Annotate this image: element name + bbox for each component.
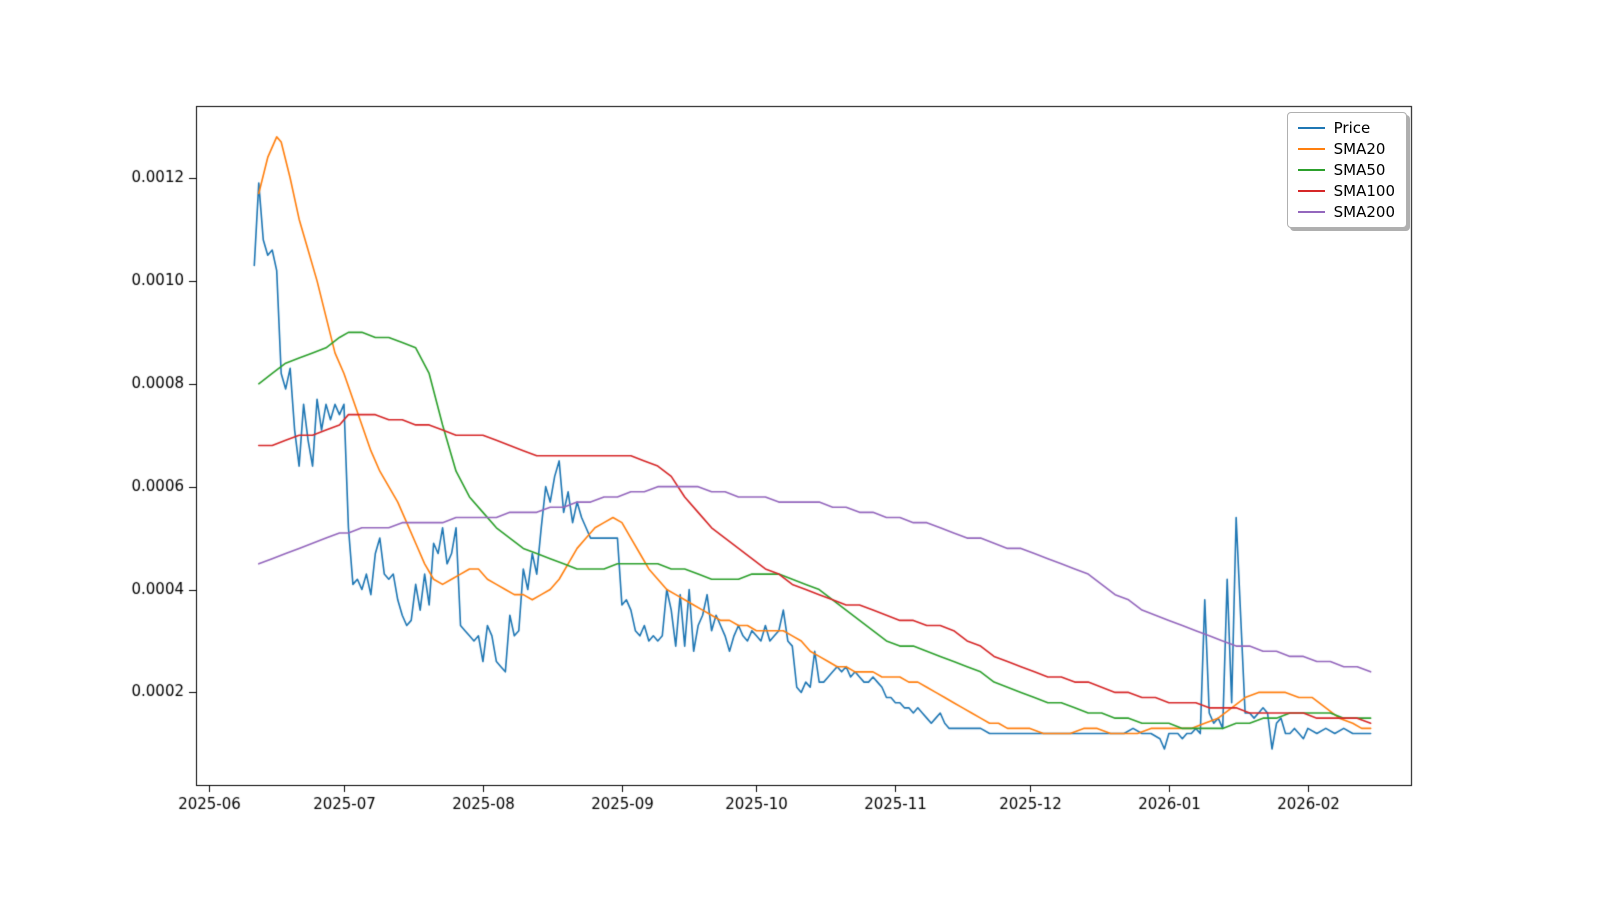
legend-label: SMA20: [1333, 140, 1386, 158]
legend-entry-sma100: SMA100: [1297, 182, 1395, 200]
legend-entry-sma200: SMA200: [1297, 203, 1395, 221]
legend-entry-price: Price: [1297, 119, 1395, 137]
legend-line-sample-icon: [1297, 169, 1325, 171]
legend-entry-sma20: SMA20: [1297, 140, 1395, 158]
legend-entry-sma50: SMA50: [1297, 161, 1395, 179]
legend: Price SMA20 SMA50 SMA100 SMA200: [1286, 112, 1407, 228]
legend-line-sample-icon: [1297, 211, 1325, 213]
legend-line-sample-icon: [1297, 190, 1325, 192]
legend-label: SMA50: [1333, 161, 1386, 179]
legend-line-sample-icon: [1297, 127, 1325, 129]
legend-label: Price: [1333, 119, 1371, 137]
legend-label: SMA200: [1333, 203, 1395, 221]
legend-label: SMA100: [1333, 182, 1395, 200]
legend-line-sample-icon: [1297, 148, 1325, 150]
